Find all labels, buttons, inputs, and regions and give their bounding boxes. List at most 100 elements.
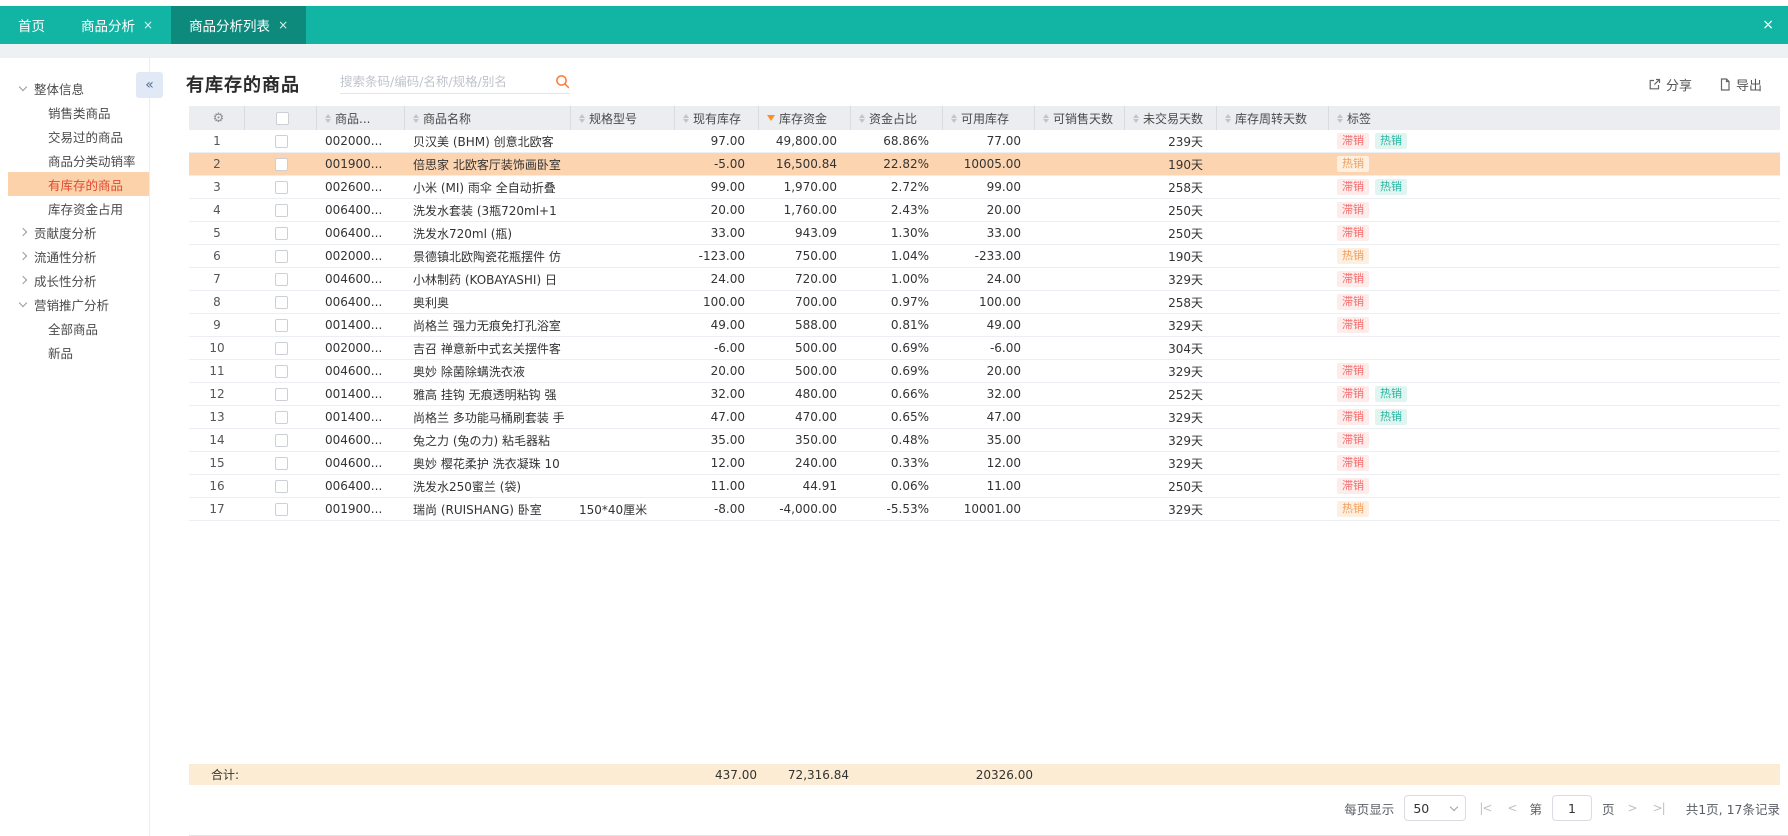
row-checkbox[interactable] xyxy=(274,250,288,263)
row-checkbox[interactable] xyxy=(274,227,288,240)
sidebar-item-11[interactable]: 新品 xyxy=(8,340,149,364)
table-row[interactable]: 3 002600... 小米 (MI) 雨伞 全自动折叠 99.00 1,970.00 2… xyxy=(189,176,1780,199)
table-row[interactable]: 4 006400... 洗发水套装 (3瓶720ml+1 20.00 1,760.00 2… xyxy=(189,199,1780,222)
column-header-sell_days[interactable]: 可销售天数 xyxy=(1035,106,1125,130)
sidebar-collapse-button[interactable]: « xyxy=(136,72,163,98)
summary-available: 20326.00 xyxy=(975,767,1033,782)
table-row[interactable]: 5 006400... 洗发水720ml (瓶) 33.00 943.09 1.30% 33… xyxy=(189,222,1780,245)
table-row[interactable]: 17 001900... 瑞尚 (RUISHANG) 卧室 150*40厘米 -8.00… xyxy=(189,498,1780,521)
column-header-fund[interactable]: 库存资金 xyxy=(759,106,851,130)
sort-icon[interactable] xyxy=(859,113,865,123)
sort-icon[interactable] xyxy=(683,113,689,123)
sidebar-item-6[interactable]: 贡献度分析 xyxy=(8,220,149,244)
column-header-turnover[interactable]: 库存周转天数 xyxy=(1217,106,1329,130)
sidebar-item-1[interactable]: 销售类商品 xyxy=(8,100,149,124)
tab-close-icon[interactable]: × xyxy=(278,18,289,32)
sort-icon[interactable] xyxy=(1043,113,1049,123)
row-checkbox[interactable] xyxy=(274,158,288,171)
per-page-select[interactable]: 50 xyxy=(1404,795,1467,821)
row-checkbox[interactable] xyxy=(274,365,288,378)
row-checkbox[interactable] xyxy=(274,135,288,148)
table-row[interactable]: 10 002000... 吉召 禅意新中式玄关摆件客 -6.00 500.00 0.69%… xyxy=(189,337,1780,360)
select-all-checkbox[interactable] xyxy=(276,111,289,125)
table-row[interactable]: 13 001400... 尚格兰 多功能马桶刷套装 手 47.00 470.00 0.65… xyxy=(189,406,1780,429)
tab-0[interactable]: 首页 xyxy=(0,6,63,44)
row-checkbox[interactable] xyxy=(274,319,288,332)
sort-icon[interactable] xyxy=(413,113,419,123)
row-checkbox[interactable] xyxy=(274,457,288,470)
summary-row: 合计: 437.00 72,316.84 20326.00 xyxy=(189,764,1780,785)
column-header-stock[interactable]: 现有库存 xyxy=(675,106,759,130)
sidebar-item-9[interactable]: 营销推广分析 xyxy=(8,292,149,316)
table-row[interactable]: 11 004600... 奥妙 除菌除螨洗衣液 20.00 500.00 0.69% 20.… xyxy=(189,360,1780,383)
table-row[interactable]: 12 001400... 雅高 挂钩 无痕透明粘钩 强 32.00 480.00 0.66… xyxy=(189,383,1780,406)
row-checkbox[interactable] xyxy=(274,480,288,493)
column-header-spec[interactable]: 规格型号 xyxy=(571,106,675,130)
sidebar-item-2[interactable]: 交易过的商品 xyxy=(8,124,149,148)
column-header-name[interactable]: 商品名称 xyxy=(405,106,571,130)
cell-name: 洗发水720ml (瓶) xyxy=(413,226,513,241)
row-checkbox[interactable] xyxy=(274,181,288,194)
sidebar-item-5[interactable]: 库存资金占用 xyxy=(8,196,149,220)
column-header-code[interactable]: 商品... xyxy=(317,106,405,130)
tag-pill: 滞销 xyxy=(1337,133,1369,149)
cell-ratio: 22.82% xyxy=(883,157,929,171)
last-page-button[interactable]: >| xyxy=(1652,801,1666,815)
close-icon[interactable]: × xyxy=(1762,17,1774,33)
sort-icon[interactable] xyxy=(325,113,331,123)
row-checkbox[interactable] xyxy=(274,296,288,309)
sort-icon[interactable] xyxy=(579,113,585,123)
search-icon[interactable] xyxy=(555,74,570,89)
tab-close-icon[interactable]: × xyxy=(143,18,154,32)
column-header-tags[interactable]: 标签 xyxy=(1329,106,1780,130)
column-label: 可销售天数 xyxy=(1053,111,1114,126)
page-number-input[interactable] xyxy=(1552,795,1592,821)
table-row[interactable]: 9 001400... 尚格兰 强力无痕免打孔浴室 49.00 588.00 0.81% 4… xyxy=(189,314,1780,337)
sidebar-item-4[interactable]: 有库存的商品 xyxy=(8,172,149,196)
gear-icon[interactable]: ⚙ xyxy=(212,110,225,126)
cell-code: 006400... xyxy=(325,295,383,309)
table-row[interactable]: 1 002000... 贝汉美 (BHM) 创意北欧客 97.00 49,800.00 6… xyxy=(189,130,1780,153)
prev-page-button[interactable]: < xyxy=(1507,801,1517,815)
search-box xyxy=(340,74,570,94)
first-page-button[interactable]: |< xyxy=(1479,801,1492,815)
column-header-idle_days[interactable]: 未交易天数 xyxy=(1125,106,1217,130)
table-row[interactable]: 15 004600... 奥妙 樱花柔护 洗衣凝珠 10 12.00 240.00 0.3… xyxy=(189,452,1780,475)
sort-icon[interactable] xyxy=(1133,113,1139,123)
row-checkbox[interactable] xyxy=(274,273,288,286)
cell-fund: 720.00 xyxy=(795,272,837,286)
row-checkbox[interactable] xyxy=(274,388,288,401)
tab-1[interactable]: 商品分析 × xyxy=(63,6,171,44)
share-button[interactable]: 分享 xyxy=(1648,75,1692,94)
sort-icon[interactable] xyxy=(1225,113,1231,123)
column-header-ratio[interactable]: 资金占比 xyxy=(851,106,943,130)
row-checkbox[interactable] xyxy=(274,503,288,516)
tab-2[interactable]: 商品分析列表 × xyxy=(171,6,307,44)
sidebar-item-0[interactable]: 整体信息 xyxy=(8,76,149,100)
table-row[interactable]: 7 004600... 小林制药 (KOBAYASHI) 日 24.00 720.00 1… xyxy=(189,268,1780,291)
cell-code: 001400... xyxy=(325,318,383,332)
search-input[interactable] xyxy=(340,74,555,89)
row-checkbox[interactable] xyxy=(274,411,288,424)
cell-tags: 滞销 热销 xyxy=(1329,386,1780,402)
column-header-available[interactable]: 可用库存 xyxy=(943,106,1035,130)
table-row[interactable]: 6 002000... 景德镇北欧陶瓷花瓶摆件 仿 -123.00 750.00 1.04… xyxy=(189,245,1780,268)
export-button[interactable]: 导出 xyxy=(1718,75,1762,94)
row-checkbox[interactable] xyxy=(274,342,288,355)
sort-icon[interactable] xyxy=(767,115,775,121)
row-checkbox[interactable] xyxy=(274,434,288,447)
next-page-button[interactable]: > xyxy=(1627,801,1638,815)
row-checkbox[interactable] xyxy=(274,204,288,217)
table-row[interactable]: 16 006400... 洗发水250蜜兰 (袋) 11.00 44.91 0.06% 11… xyxy=(189,475,1780,498)
sidebar-item-8[interactable]: 成长性分析 xyxy=(8,268,149,292)
cell-code: 001900... xyxy=(325,157,383,171)
table-row[interactable]: 14 004600... 兔之力 (兔の力) 粘毛器粘 35.00 350.00 0.48… xyxy=(189,429,1780,452)
sidebar-item-3[interactable]: 商品分类动销率 xyxy=(8,148,149,172)
table-row[interactable]: 8 006400... 奥利奥 100.00 700.00 0.97% 100.00 258天… xyxy=(189,291,1780,314)
sort-icon[interactable] xyxy=(1337,113,1343,123)
sidebar-item-10[interactable]: 全部商品 xyxy=(8,316,149,340)
sidebar-item-7[interactable]: 流通性分析 xyxy=(8,244,149,268)
table-row[interactable]: 2 001900... 倍思家 北欧客厅装饰画卧室 -5.00 16,500.84 22.… xyxy=(189,153,1780,176)
cell-idle_days: 250天 xyxy=(1168,479,1203,494)
sort-icon[interactable] xyxy=(951,113,957,123)
